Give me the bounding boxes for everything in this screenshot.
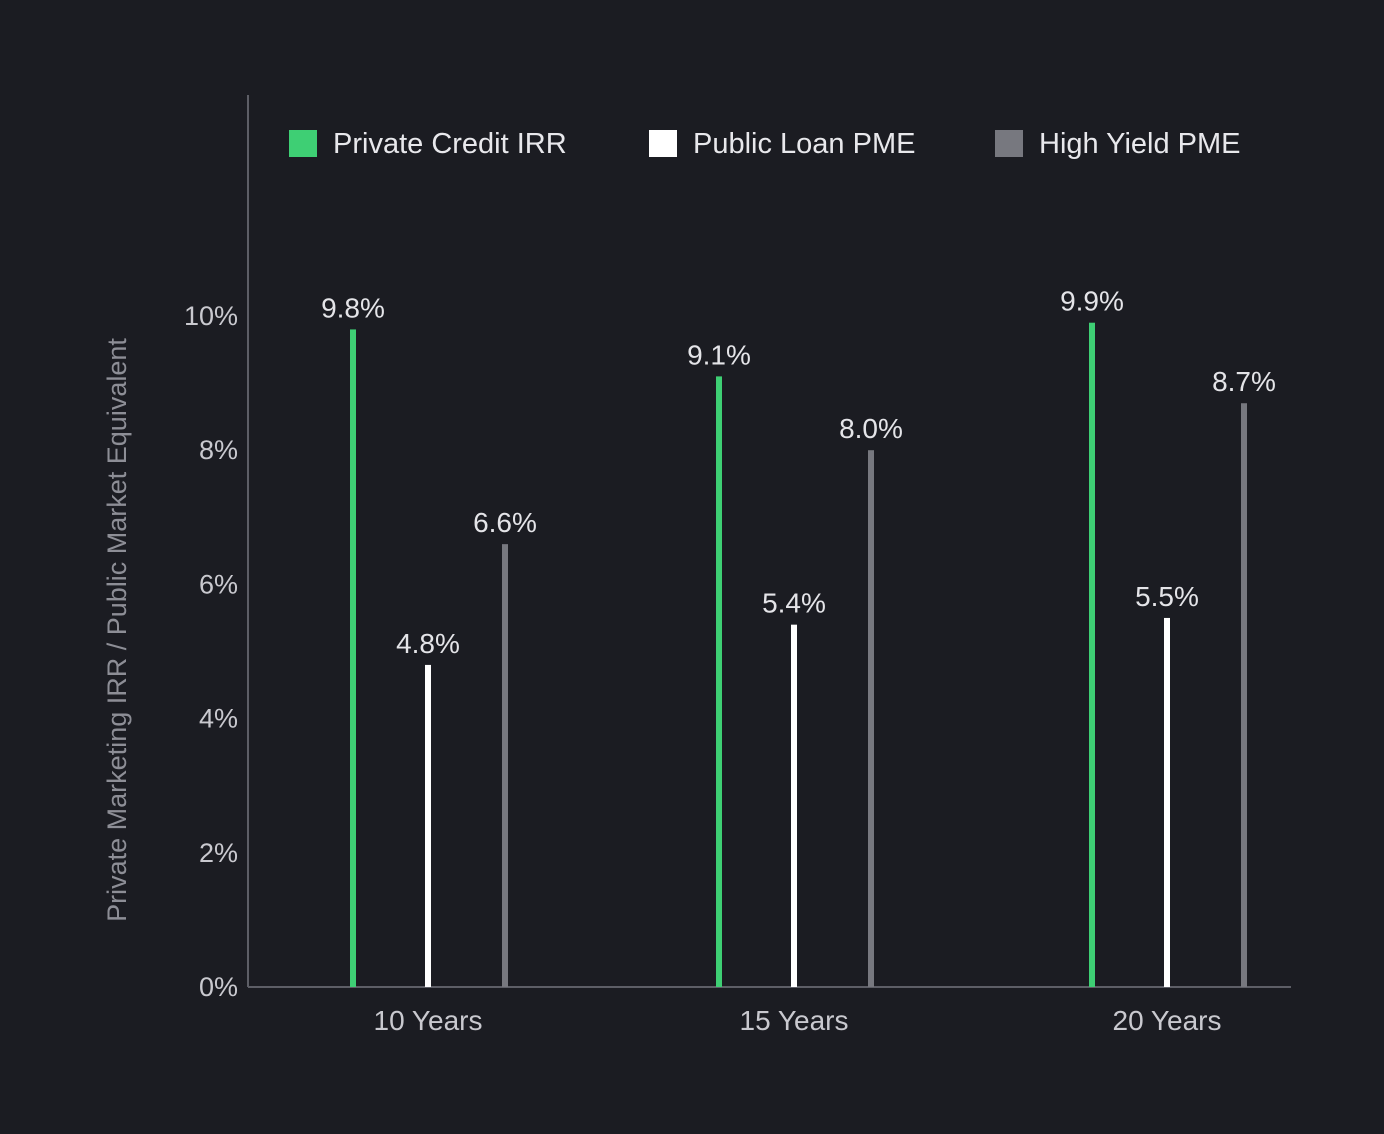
data-label: 9.1%	[687, 339, 751, 370]
data-label: 8.7%	[1212, 366, 1276, 397]
y-tick-label: 4%	[199, 704, 238, 734]
legend-swatch	[289, 130, 317, 157]
bar	[716, 376, 722, 987]
data-label: 6.6%	[473, 507, 537, 538]
data-label: 5.5%	[1135, 581, 1199, 612]
legend-label: Private Credit IRR	[333, 128, 567, 160]
bars: 9.8% 4.8% 6.6% 9.1% 5.4% 8.0% 9.9% 5.5% 8.7%	[321, 286, 1276, 988]
bar	[791, 624, 797, 987]
y-axis-title: Private Marketing IRR / Public Market Eq…	[102, 338, 132, 922]
bar	[1164, 617, 1170, 987]
bar	[1241, 403, 1247, 988]
data-label: 8.0%	[839, 413, 903, 444]
y-tick-label: 2%	[199, 838, 238, 868]
x-category-label: 10 Years	[374, 1005, 483, 1036]
data-label: 4.8%	[396, 628, 460, 659]
legend-label: High Yield PME	[1039, 128, 1241, 160]
y-tick-label: 0%	[199, 972, 238, 1002]
data-label: 9.8%	[321, 292, 385, 323]
bar	[425, 664, 431, 987]
legend: Private Credit IRR Public Loan PME High Yi…	[289, 128, 1241, 160]
bar	[502, 544, 508, 987]
legend-swatch	[649, 130, 677, 157]
legend-label: Public Loan PME	[693, 128, 915, 160]
legend-swatch	[995, 130, 1023, 157]
bar	[1089, 322, 1095, 988]
bar	[868, 450, 874, 987]
y-tick-label: 6%	[199, 569, 238, 599]
x-axis-labels: 10 Years 15 Years 20 Years	[374, 1005, 1222, 1036]
x-category-label: 20 Years	[1113, 1005, 1222, 1036]
data-label: 5.4%	[762, 588, 826, 619]
y-tick-label: 10%	[184, 301, 238, 331]
y-axis-ticks: 0% 2% 4% 6% 8% 10%	[184, 301, 238, 1002]
data-label: 9.9%	[1060, 286, 1124, 317]
bar	[350, 329, 356, 987]
axes	[247, 95, 1291, 988]
x-category-label: 15 Years	[740, 1005, 849, 1036]
y-tick-label: 8%	[199, 435, 238, 465]
